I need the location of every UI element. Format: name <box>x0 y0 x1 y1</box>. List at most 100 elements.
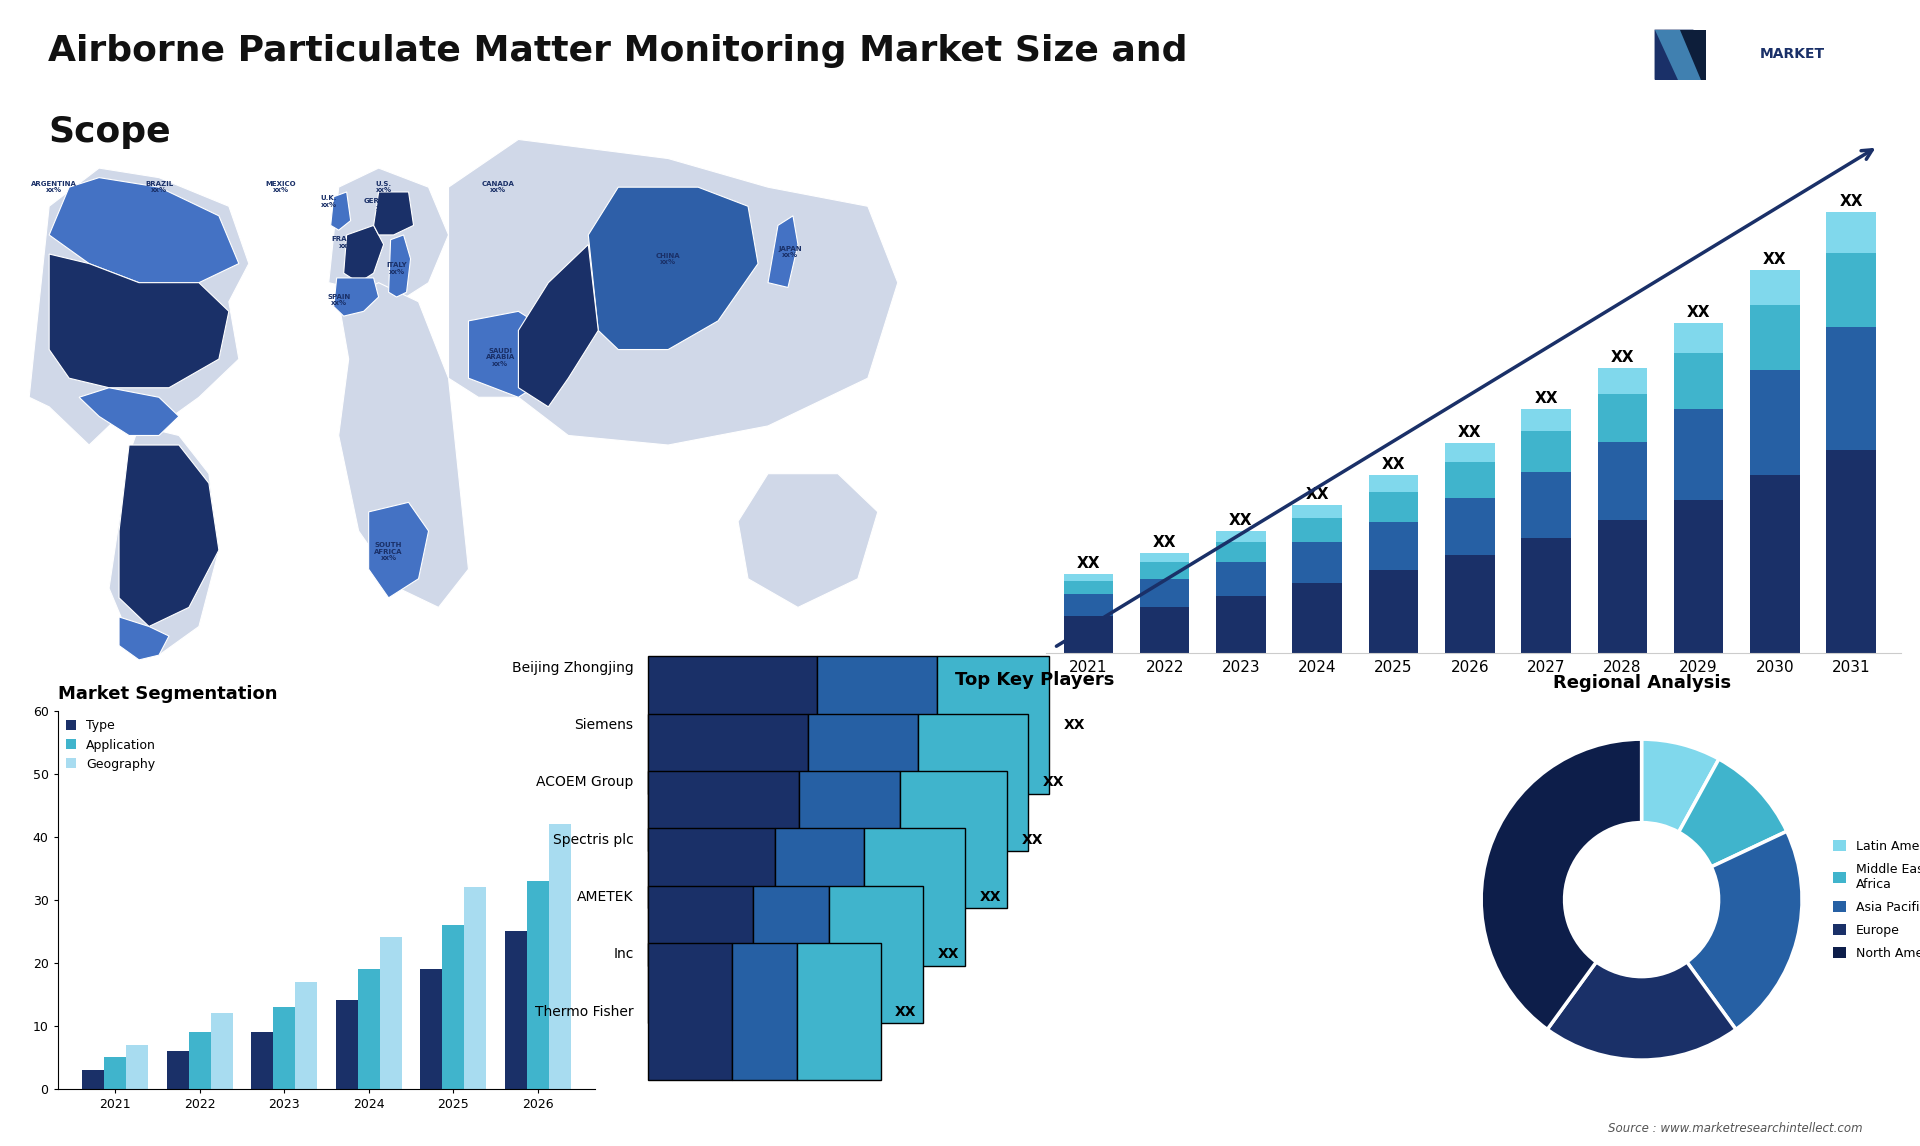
Text: SPAIN
xx%: SPAIN xx% <box>326 293 349 306</box>
Bar <box>1521 472 1571 539</box>
Text: ACOEM Group: ACOEM Group <box>536 776 634 790</box>
Bar <box>526 880 549 1089</box>
Bar <box>1826 212 1876 253</box>
Text: SOUTH
AFRICA
xx%: SOUTH AFRICA xx% <box>374 542 403 562</box>
Polygon shape <box>449 140 899 445</box>
Bar <box>1369 492 1419 521</box>
FancyBboxPatch shape <box>899 771 1008 908</box>
Text: XX: XX <box>1021 833 1043 847</box>
Bar <box>1826 253 1876 328</box>
Text: Spectris plc: Spectris plc <box>553 833 634 847</box>
Polygon shape <box>338 283 468 607</box>
Bar <box>549 824 570 1089</box>
Wedge shape <box>1548 961 1736 1060</box>
Text: Thermo Fisher: Thermo Fisher <box>536 1005 634 1019</box>
Polygon shape <box>344 226 384 283</box>
Polygon shape <box>518 244 599 407</box>
Bar <box>252 1031 273 1089</box>
Bar <box>211 1013 232 1089</box>
Polygon shape <box>119 445 219 627</box>
Bar <box>1751 476 1799 653</box>
Polygon shape <box>369 502 428 598</box>
Bar <box>1292 505 1342 518</box>
Polygon shape <box>374 191 413 235</box>
Bar <box>1826 328 1876 449</box>
Polygon shape <box>328 168 449 301</box>
Polygon shape <box>119 617 169 660</box>
Polygon shape <box>1655 30 1707 141</box>
Legend: Latin America, Middle East &
Africa, Asia Pacific, Europe, North America: Latin America, Middle East & Africa, Asi… <box>1828 834 1920 965</box>
FancyBboxPatch shape <box>816 657 937 794</box>
Bar <box>1064 574 1114 581</box>
Bar <box>1446 555 1494 653</box>
Polygon shape <box>588 187 758 350</box>
Bar <box>1597 442 1647 520</box>
FancyBboxPatch shape <box>918 714 1029 850</box>
Wedge shape <box>1642 739 1718 832</box>
Bar <box>1674 500 1724 653</box>
Bar <box>1215 542 1265 563</box>
Text: MEXICO
xx%: MEXICO xx% <box>265 181 296 194</box>
Bar <box>442 925 465 1089</box>
Text: AMETEK: AMETEK <box>578 890 634 904</box>
Text: Market Segmentation: Market Segmentation <box>58 685 276 704</box>
Text: JAPAN
xx%: JAPAN xx% <box>778 246 803 258</box>
Text: Siemens: Siemens <box>574 719 634 732</box>
Polygon shape <box>468 312 549 398</box>
Bar <box>380 937 401 1089</box>
FancyBboxPatch shape <box>649 829 776 965</box>
Text: XX: XX <box>1839 195 1862 210</box>
FancyBboxPatch shape <box>732 943 797 1080</box>
Bar <box>1292 542 1342 583</box>
Text: XX: XX <box>1457 425 1482 440</box>
Bar <box>1674 353 1724 409</box>
Bar <box>1064 594 1114 617</box>
Polygon shape <box>29 168 250 445</box>
Text: Inc: Inc <box>612 948 634 961</box>
Bar <box>83 1070 104 1089</box>
Bar <box>1446 497 1494 555</box>
Text: RESEARCH: RESEARCH <box>1751 85 1834 99</box>
Wedge shape <box>1480 739 1642 1029</box>
FancyBboxPatch shape <box>649 714 808 850</box>
Polygon shape <box>388 235 411 297</box>
FancyBboxPatch shape <box>829 886 924 1023</box>
Bar <box>296 981 317 1089</box>
Bar <box>1446 444 1494 463</box>
FancyBboxPatch shape <box>649 886 753 1023</box>
Bar <box>465 887 486 1089</box>
Text: XX: XX <box>1077 556 1100 571</box>
Text: XX: XX <box>1152 535 1177 550</box>
Bar <box>1751 370 1799 476</box>
Text: SAUDI
ARABIA
xx%: SAUDI ARABIA xx% <box>486 347 515 367</box>
Wedge shape <box>1688 831 1803 1029</box>
Text: XX: XX <box>1306 487 1329 502</box>
Legend: Type, Application, Geography: Type, Application, Geography <box>63 716 159 774</box>
Text: XX: XX <box>1688 305 1711 320</box>
Text: U.K.
xx%: U.K. xx% <box>321 195 336 207</box>
Text: XX: XX <box>937 948 958 961</box>
Bar <box>167 1051 188 1089</box>
Text: XX: XX <box>1611 350 1634 366</box>
Bar <box>1140 563 1188 579</box>
Polygon shape <box>50 254 228 387</box>
Bar <box>1597 520 1647 653</box>
Text: ITALY
xx%: ITALY xx% <box>386 262 407 275</box>
Bar <box>1597 394 1647 442</box>
Bar <box>1751 305 1799 370</box>
Bar <box>1292 518 1342 542</box>
Bar <box>127 1045 148 1089</box>
Bar <box>1674 323 1724 353</box>
Text: Scope: Scope <box>48 115 171 149</box>
Bar <box>336 1000 357 1089</box>
Text: XX: XX <box>1043 776 1064 790</box>
Text: XX: XX <box>1763 252 1788 267</box>
FancyBboxPatch shape <box>808 714 918 850</box>
FancyBboxPatch shape <box>753 886 829 1023</box>
Polygon shape <box>50 178 238 283</box>
Bar <box>1064 617 1114 653</box>
FancyBboxPatch shape <box>776 829 864 965</box>
Bar <box>1140 579 1188 607</box>
Text: INDIA
xx%: INDIA xx% <box>541 329 564 342</box>
Text: XX: XX <box>1534 391 1557 406</box>
